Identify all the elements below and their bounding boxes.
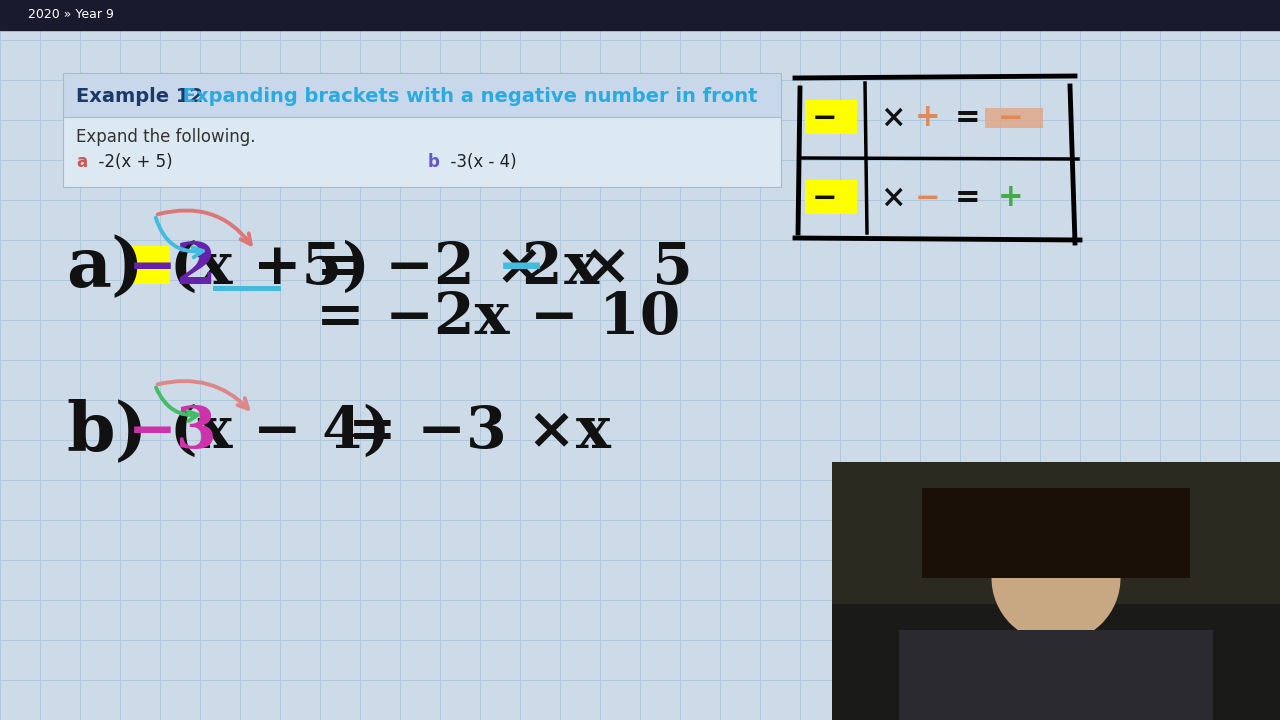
Text: 2020 » Year 9: 2020 » Year 9 bbox=[28, 9, 114, 22]
Text: = −2x − 10: = −2x − 10 bbox=[316, 290, 681, 346]
Bar bbox=[900, 630, 1213, 720]
Text: (x − 4): (x − 4) bbox=[170, 404, 390, 460]
Bar bbox=[922, 488, 1190, 578]
Bar bbox=[63, 117, 781, 187]
Circle shape bbox=[992, 513, 1120, 643]
Text: a: a bbox=[76, 153, 87, 171]
Text: Example 12: Example 12 bbox=[76, 86, 204, 106]
Text: Expanding brackets with a negative number in front: Expanding brackets with a negative numbe… bbox=[177, 86, 758, 106]
Bar bbox=[986, 108, 1043, 128]
Bar bbox=[125, 246, 170, 284]
Text: b): b) bbox=[67, 398, 147, 466]
Text: +: + bbox=[998, 182, 1024, 214]
Text: -3(x - 4): -3(x - 4) bbox=[440, 153, 517, 171]
Text: −: − bbox=[915, 182, 941, 214]
Bar bbox=[805, 100, 858, 134]
Text: (x +5): (x +5) bbox=[170, 240, 370, 296]
Bar bbox=[832, 462, 1280, 720]
Text: 2 × 5: 2 × 5 bbox=[522, 240, 692, 296]
Text: ×: × bbox=[881, 182, 905, 214]
Text: −: − bbox=[812, 182, 837, 214]
Text: = −2 × x: = −2 × x bbox=[316, 240, 599, 296]
Text: −: − bbox=[998, 102, 1024, 133]
Text: −3: −3 bbox=[128, 404, 218, 460]
Bar bbox=[805, 180, 858, 214]
Text: ×: × bbox=[881, 102, 905, 133]
Bar bbox=[63, 73, 781, 117]
Text: Expand the following.: Expand the following. bbox=[76, 128, 256, 146]
Bar bbox=[212, 286, 282, 291]
Text: −: − bbox=[812, 102, 837, 133]
Text: a): a) bbox=[67, 235, 143, 302]
Text: −: − bbox=[497, 240, 545, 296]
Text: b: b bbox=[428, 153, 440, 171]
Bar bbox=[0, 0, 1280, 30]
Text: −2: −2 bbox=[128, 240, 218, 296]
Text: -2(x + 5): -2(x + 5) bbox=[88, 153, 173, 171]
Text: = −3 ×x: = −3 ×x bbox=[348, 404, 611, 460]
Text: =: = bbox=[955, 182, 980, 214]
Bar bbox=[832, 462, 1280, 604]
Text: =: = bbox=[955, 102, 980, 133]
Text: +: + bbox=[915, 102, 941, 133]
